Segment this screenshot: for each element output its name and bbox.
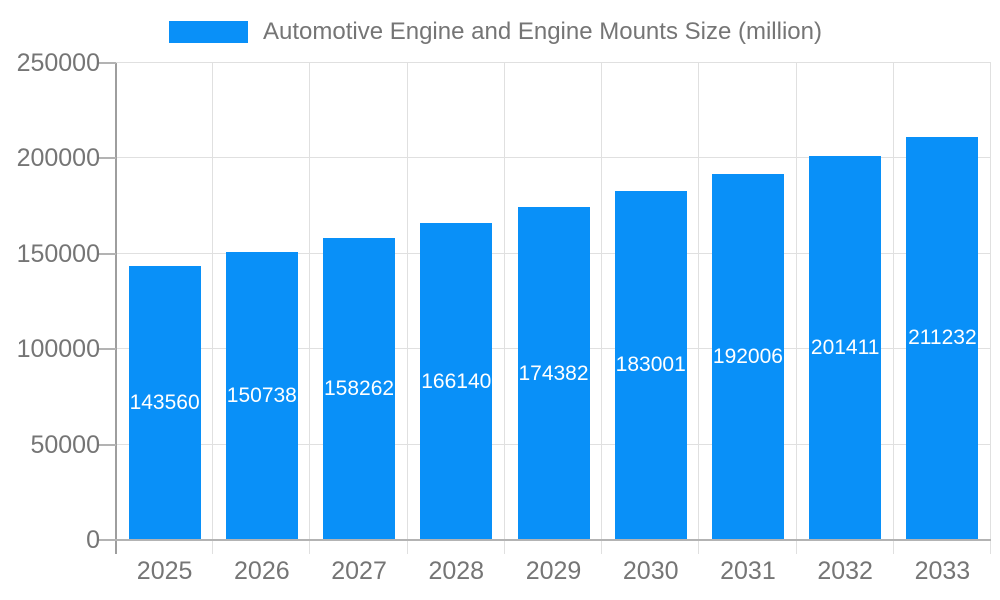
x-tick-label: 2027 (331, 557, 387, 585)
bar-value-label: 201411 (810, 335, 880, 359)
bar-2032[interactable]: 201411 (809, 155, 882, 540)
y-tick-mark (97, 252, 116, 255)
x-tick-label: 2030 (622, 557, 679, 585)
bar-2031[interactable]: 192006 (711, 173, 784, 540)
gridline-v (212, 63, 213, 554)
bar-value-label: 174382 (518, 361, 589, 385)
x-axis-line (97, 539, 991, 541)
legend-swatch (169, 21, 248, 43)
x-tick-label: 2031 (720, 557, 776, 585)
gridline-h (116, 62, 991, 63)
y-tick-label: 200000 (16, 144, 100, 173)
bar-value-label: 158262 (324, 377, 395, 401)
x-tick-label: 2028 (428, 557, 485, 585)
bar-2029[interactable]: 174382 (517, 207, 590, 540)
bar-2027[interactable]: 158262 (323, 238, 396, 540)
bar-2028[interactable]: 166140 (420, 223, 493, 540)
legend-label: Automotive Engine and Engine Mounts Size… (263, 18, 822, 45)
x-tick-label: 2033 (914, 557, 971, 585)
y-tick-mark (97, 62, 116, 64)
bar-value-label: 183001 (615, 353, 686, 377)
plot-area: 143560 150738 158262 166140 174382 183001 1920… (116, 62, 991, 554)
gridline-v (796, 63, 797, 554)
bar-value-label: 211232 (908, 326, 977, 350)
y-tick-mark (97, 443, 116, 446)
x-tick-label: 2029 (525, 557, 582, 585)
y-tick-label: 150000 (16, 239, 100, 268)
x-tick-label: 2032 (817, 557, 873, 585)
bar-2026[interactable]: 150738 (225, 252, 298, 540)
x-tick-label: 2025 (136, 557, 193, 585)
y-tick-label: 50000 (30, 430, 100, 459)
bar-2030[interactable]: 183001 (614, 190, 687, 540)
bar-2033[interactable]: 211232 (906, 136, 979, 540)
bar-2025[interactable]: 143560 (128, 266, 201, 540)
gridline-h (116, 157, 991, 159)
bar-value-label: 192006 (712, 344, 783, 368)
x-tick-label: 2026 (234, 557, 290, 585)
gridline-v (504, 63, 505, 554)
bar-value-label: 143560 (129, 391, 200, 415)
gridline-v (309, 63, 310, 554)
bar-value-label: 150738 (226, 384, 297, 408)
gridline-v (601, 63, 602, 554)
gridline-v (990, 63, 991, 554)
bar-value-label: 166140 (421, 369, 492, 393)
gridline-v (893, 63, 894, 554)
y-tick-label: 0 (86, 526, 100, 554)
y-tick-label: 100000 (16, 335, 100, 364)
gridline-v (698, 63, 699, 554)
y-axis-line (115, 63, 117, 554)
y-tick-mark (97, 348, 116, 351)
y-tick-mark (97, 157, 116, 160)
gridline-v (407, 63, 408, 554)
y-tick-label: 250000 (16, 49, 100, 77)
